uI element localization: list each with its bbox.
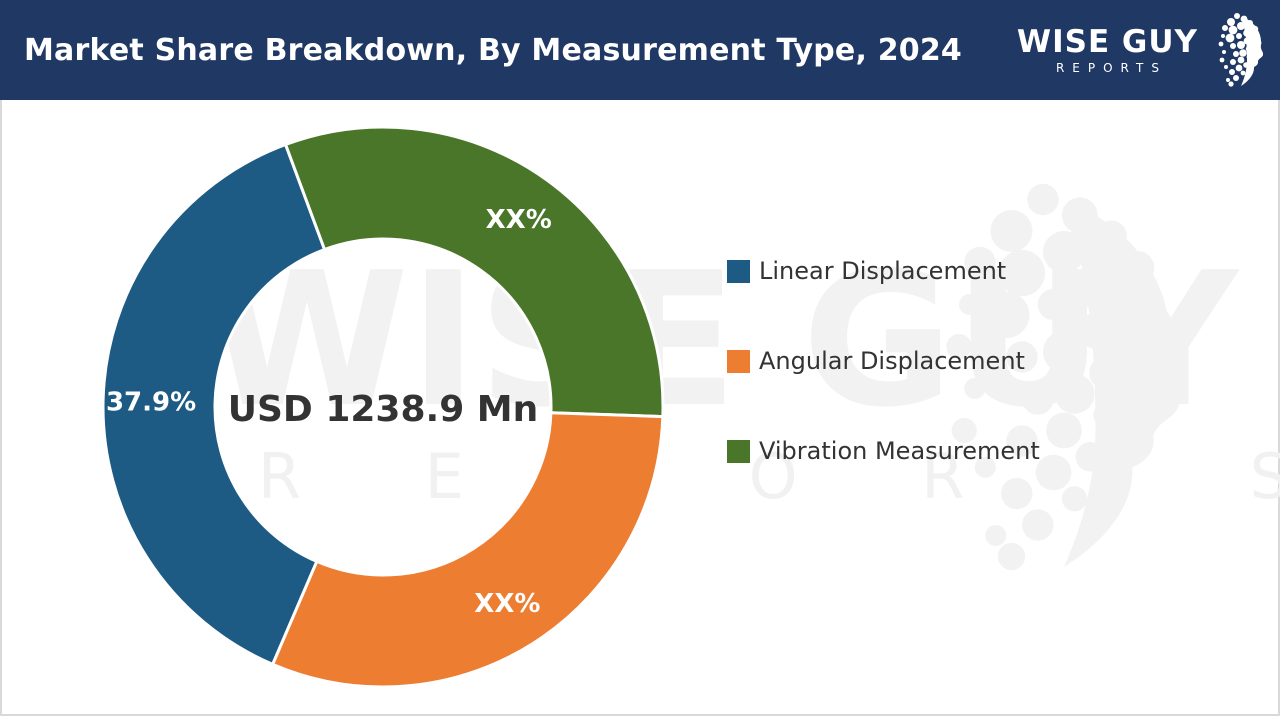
donut-chart: 37.9% XX% XX% USD 1238.9 Mn: [101, 125, 665, 689]
logo-wordmark: WISE GUY: [1016, 23, 1198, 60]
legend-swatch-vibration-measurement: [727, 439, 750, 463]
legend-label: Vibration Measurement: [759, 437, 1040, 465]
legend-item-linear-displacement[interactable]: Linear Displacement: [727, 257, 1007, 285]
legend-item-vibration-measurement[interactable]: Vibration Measurement: [727, 437, 1040, 465]
slice-percent-label: 37.9%: [106, 387, 196, 417]
legend-swatch-angular-displacement: [727, 349, 750, 373]
wiseguy-head-icon: [1202, 10, 1264, 90]
legend-swatch-linear-displacement: [727, 259, 750, 283]
content-border: [0, 100, 1280, 716]
center-value-label: USD 1238.9 Mn: [228, 389, 538, 430]
donut-slice-angular-displacement[interactable]: [270, 411, 665, 689]
legend-item-angular-displacement[interactable]: Angular Displacement: [727, 347, 1025, 375]
slice-percent-label: XX%: [486, 205, 552, 235]
page-title: Market Share Breakdown, By Measurement T…: [24, 32, 962, 68]
wiseguy-logo: WISE GUY REPORTS: [1017, 0, 1264, 100]
legend-label: Linear Displacement: [759, 257, 1007, 285]
donut-slice-vibration-measurement[interactable]: [283, 125, 665, 419]
header-bar: Market Share Breakdown, By Measurement T…: [0, 0, 1280, 100]
donut-slice-linear-displacement[interactable]: [101, 142, 327, 667]
logo-subtitle: REPORTS: [1055, 60, 1167, 75]
watermark-head-icon: [862, 168, 1182, 588]
logo-text: WISE GUY REPORTS: [1016, 23, 1198, 75]
legend-label: Angular Displacement: [759, 347, 1025, 375]
slice-percent-label: XX%: [474, 589, 540, 619]
